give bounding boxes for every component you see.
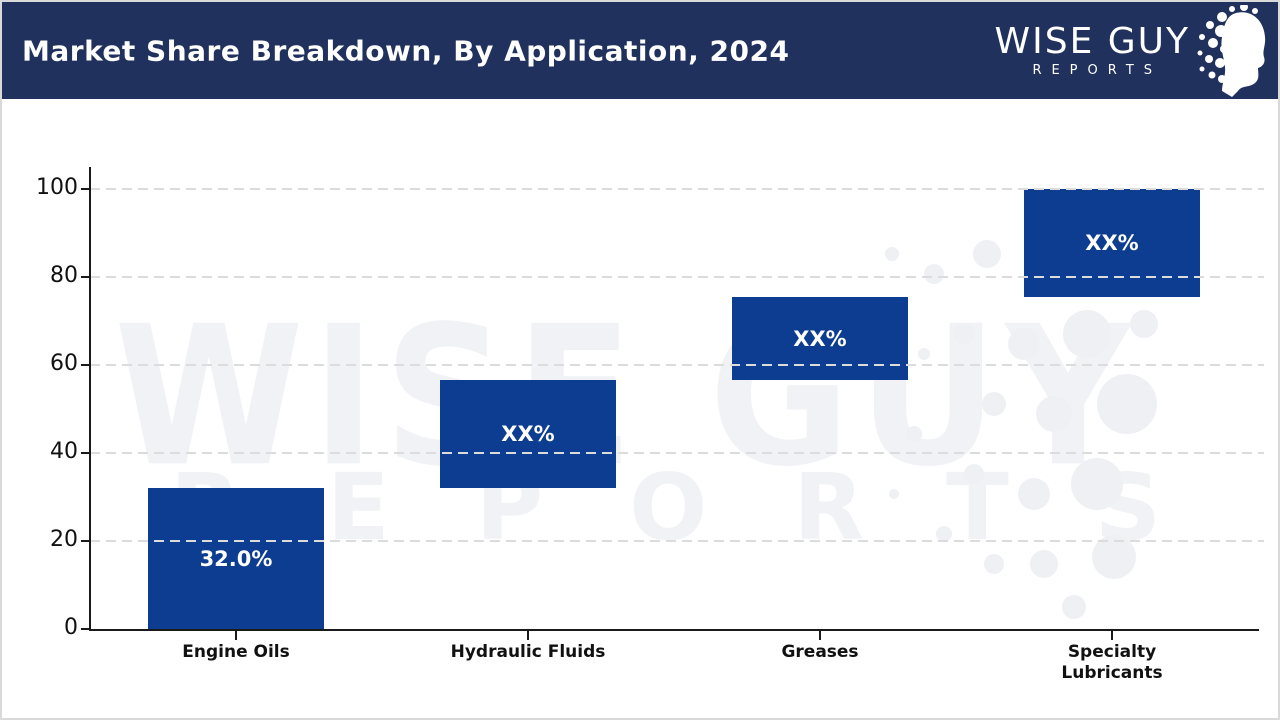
bar-value-label-greases: XX% [793,326,847,351]
bar-engine-oils [148,488,324,629]
gridline-20 [90,540,1264,542]
bar-hydraulic-fluids [440,380,616,489]
bar-greases [732,296,908,381]
gridline-60 [90,364,1264,366]
watermark-wordmark: WISE GUY [114,284,1139,510]
y-tick-label-60: 60 [50,351,78,376]
chart-header: Market Share Breakdown, By Application, … [2,2,1278,99]
x-tick-hydraulic-fluids [527,631,529,640]
x-category-label-hydraulic-fluids: Hydraulic Fluids [450,642,606,662]
logo-subtitle: REPORTS [1032,62,1163,78]
bar-value-label-specialty-lubricants: XX% [1085,230,1139,255]
logo-wordmark: WISE GUY [994,20,1190,62]
y-tick-60 [81,364,90,366]
page-title: Market Share Breakdown, By Application, … [22,34,790,67]
x-category-label-greases: Greases [781,642,859,662]
logo-text: WISE GUY REPORTS [994,20,1191,78]
x-category-label-specialty-lubricants: Specialty Lubricants [1061,642,1163,684]
y-axis-line [89,167,91,631]
x-tick-specialty-lubricants [1111,631,1113,640]
y-tick-label-100: 100 [36,175,78,200]
y-tick-20 [81,540,90,542]
logo-head-icon [1197,4,1266,97]
x-axis-line [89,629,1259,631]
gridline-100 [90,188,1264,190]
y-tick-label-0: 0 [64,615,78,640]
y-tick-100 [81,188,90,190]
x-category-label-engine-oils: Engine Oils [182,642,290,662]
bar-value-label-hydraulic-fluids: XX% [501,422,555,447]
y-tick-80 [81,276,90,278]
bar-specialty-lubricants [1024,189,1200,297]
y-tick-label-20: 20 [50,527,78,552]
y-tick-label-40: 40 [50,439,78,464]
y-tick-0 [81,628,90,630]
x-tick-engine-oils [235,631,237,640]
y-tick-label-80: 80 [50,263,78,288]
wiseguy-logo: WISE GUY REPORTS [995,2,1271,99]
watermark-subtitle: REPORTS [170,454,1248,561]
watermark-head-icon [880,229,1158,619]
gridline-80 [90,276,1264,278]
y-tick-40 [81,452,90,454]
gridline-40 [90,452,1264,454]
bar-value-label-engine-oils: 32.0% [199,546,273,571]
x-tick-greases [819,631,821,640]
